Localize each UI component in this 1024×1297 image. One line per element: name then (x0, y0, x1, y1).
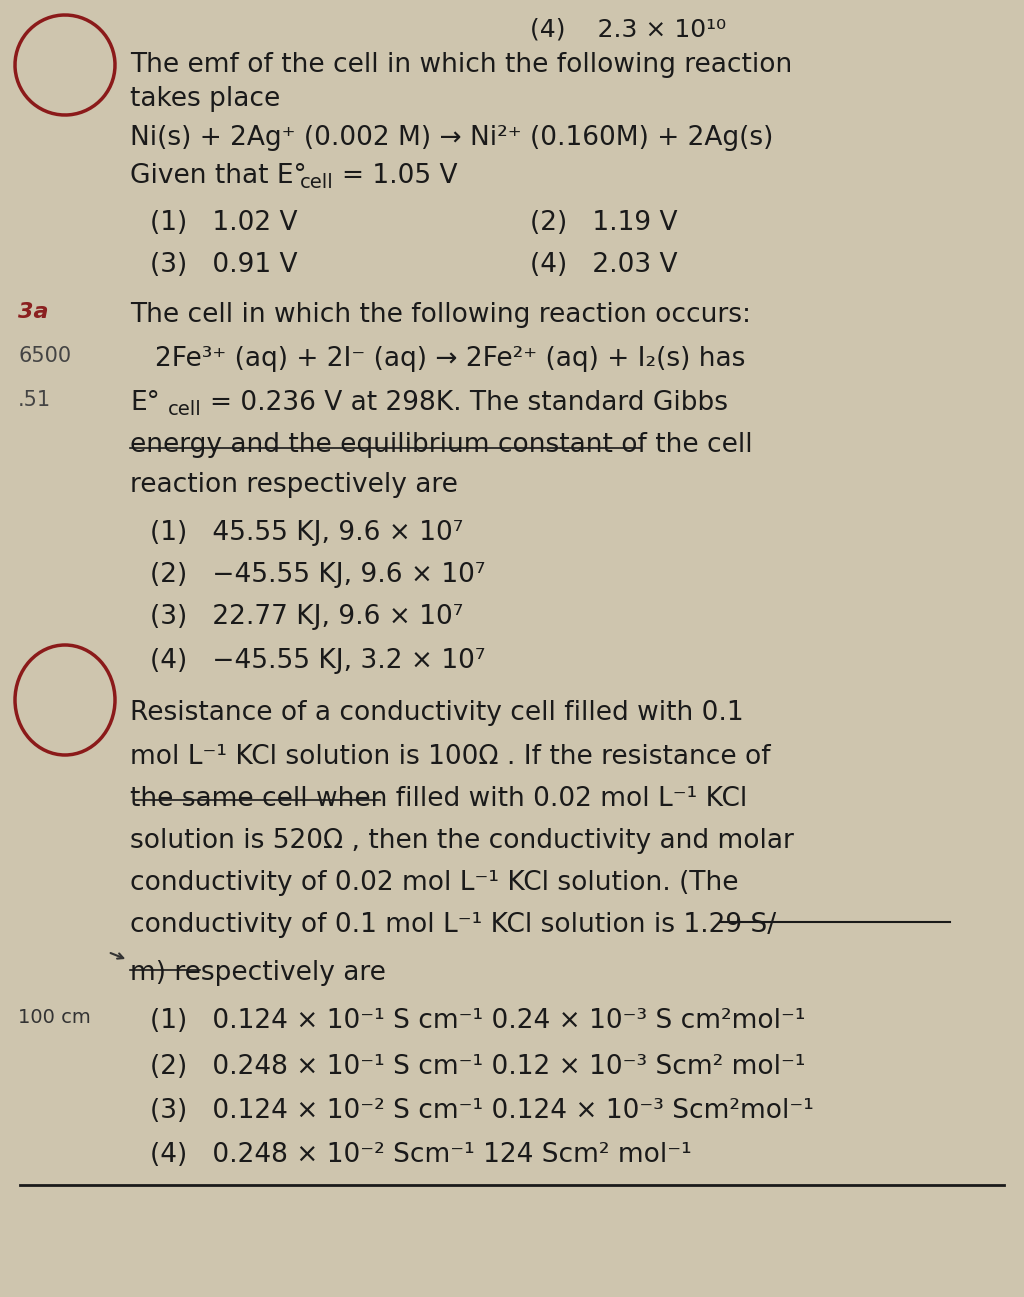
Text: energy and the equilibrium constant of the cell: energy and the equilibrium constant of t… (130, 432, 753, 458)
Text: The emf of the cell in which the following reaction: The emf of the cell in which the followi… (130, 52, 793, 78)
Text: (4)    2.3 × 10¹⁰: (4) 2.3 × 10¹⁰ (530, 18, 726, 42)
Text: (1)   1.02 V: (1) 1.02 V (150, 210, 298, 236)
Text: The cell in which the following reaction occurs:: The cell in which the following reaction… (130, 302, 751, 328)
Text: = 1.05 V: = 1.05 V (342, 163, 458, 189)
Text: (3)   0.124 × 10⁻² S cm⁻¹ 0.124 × 10⁻³ Scm²mol⁻¹: (3) 0.124 × 10⁻² S cm⁻¹ 0.124 × 10⁻³ Scm… (150, 1099, 814, 1124)
Text: 6500: 6500 (18, 346, 71, 366)
Text: conductivity of 0.02 mol L⁻¹ KCl solution. (The: conductivity of 0.02 mol L⁻¹ KCl solutio… (130, 870, 738, 896)
Text: solution is 520Ω , then the conductivity and molar: solution is 520Ω , then the conductivity… (130, 827, 794, 853)
Text: (4)   −45.55 KJ, 3.2 × 10⁷: (4) −45.55 KJ, 3.2 × 10⁷ (150, 648, 485, 674)
Text: (2)   0.248 × 10⁻¹ S cm⁻¹ 0.12 × 10⁻³ Scm² mol⁻¹: (2) 0.248 × 10⁻¹ S cm⁻¹ 0.12 × 10⁻³ Scm²… (150, 1054, 806, 1080)
Text: cell: cell (168, 399, 202, 419)
Text: E°: E° (130, 390, 160, 416)
Text: .51: .51 (18, 390, 51, 410)
Text: (4)   2.03 V: (4) 2.03 V (530, 252, 678, 278)
Text: (1)   45.55 KJ, 9.6 × 10⁷: (1) 45.55 KJ, 9.6 × 10⁷ (150, 520, 464, 546)
Text: 3a: 3a (18, 302, 48, 322)
Text: mol L⁻¹ KCl solution is 100Ω . If the resistance of: mol L⁻¹ KCl solution is 100Ω . If the re… (130, 744, 771, 770)
Text: Given that E°: Given that E° (130, 163, 306, 189)
Text: (2)   −45.55 KJ, 9.6 × 10⁷: (2) −45.55 KJ, 9.6 × 10⁷ (150, 562, 485, 588)
Text: (3)   22.77 KJ, 9.6 × 10⁷: (3) 22.77 KJ, 9.6 × 10⁷ (150, 604, 464, 630)
Text: reaction respectively are: reaction respectively are (130, 472, 458, 498)
Text: 100 cm: 100 cm (18, 1008, 91, 1027)
Text: (2)   1.19 V: (2) 1.19 V (530, 210, 678, 236)
Text: Resistance of a conductivity cell filled with 0.1: Resistance of a conductivity cell filled… (130, 700, 743, 726)
Text: (1)   0.124 × 10⁻¹ S cm⁻¹ 0.24 × 10⁻³ S cm²mol⁻¹: (1) 0.124 × 10⁻¹ S cm⁻¹ 0.24 × 10⁻³ S cm… (150, 1008, 806, 1034)
Text: the same cell when filled with 0.02 mol L⁻¹ KCl: the same cell when filled with 0.02 mol … (130, 786, 748, 812)
Text: takes place: takes place (130, 86, 281, 112)
Text: Ni(s) + 2Ag⁺ (0.002 M) → Ni²⁺ (0.160M) + 2Ag(s): Ni(s) + 2Ag⁺ (0.002 M) → Ni²⁺ (0.160M) +… (130, 125, 773, 150)
Text: conductivity of 0.1 mol L⁻¹ KCl solution is 1.29 S/: conductivity of 0.1 mol L⁻¹ KCl solution… (130, 912, 776, 938)
Text: 2Fe³⁺ (aq) + 2I⁻ (aq) → 2Fe²⁺ (aq) + I₂(s) has: 2Fe³⁺ (aq) + 2I⁻ (aq) → 2Fe²⁺ (aq) + I₂(… (155, 346, 745, 372)
Text: (3)   0.91 V: (3) 0.91 V (150, 252, 298, 278)
Text: cell: cell (300, 173, 334, 192)
Text: m) respectively are: m) respectively are (130, 960, 386, 986)
Text: = 0.236 V at 298K. The standard Gibbs: = 0.236 V at 298K. The standard Gibbs (210, 390, 728, 416)
Text: (4)   0.248 × 10⁻² Scm⁻¹ 124 Scm² mol⁻¹: (4) 0.248 × 10⁻² Scm⁻¹ 124 Scm² mol⁻¹ (150, 1141, 692, 1169)
